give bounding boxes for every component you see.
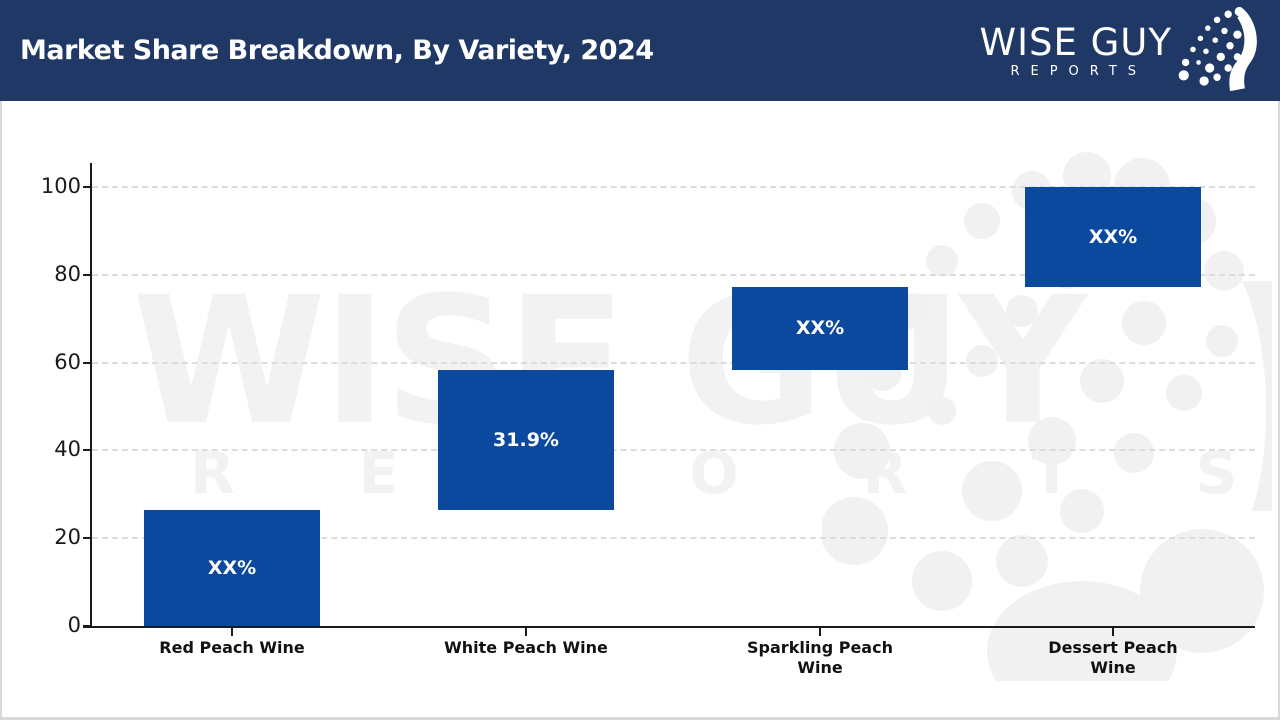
logo-brand-text: WISE GUY bbox=[979, 20, 1172, 64]
page-title: Market Share Breakdown, By Variety, 2024 bbox=[20, 35, 654, 66]
bar-value-label-3: XX% bbox=[1088, 225, 1138, 248]
y-tick-mark-20 bbox=[83, 537, 91, 540]
x-tick-mark-2 bbox=[819, 628, 821, 636]
header-bar: Market Share Breakdown, By Variety, 2024… bbox=[0, 0, 1280, 101]
y-tick-label-40: 40 bbox=[54, 437, 81, 462]
y-tick-mark-40 bbox=[83, 449, 91, 452]
y-tick-mark-100 bbox=[83, 186, 91, 188]
wise-guy-reports-logo: WISE GUY REPORTS bbox=[980, 5, 1260, 97]
gridline-100 bbox=[92, 186, 1255, 188]
gridline-20 bbox=[92, 537, 1255, 540]
y-tick-label-80: 80 bbox=[54, 261, 81, 286]
x-tick-mark-3 bbox=[1112, 628, 1114, 636]
face-profile-icon bbox=[1176, 5, 1260, 97]
y-tick-mark-60 bbox=[83, 361, 91, 364]
chart-canvas: WISE GUY R E P O R T S 0 20 40 6 bbox=[2, 101, 1278, 717]
category-label-1: White Peach Wine bbox=[444, 638, 608, 657]
y-tick-label-0: 0 bbox=[67, 613, 81, 637]
x-axis-line bbox=[83, 626, 1255, 628]
bar-2: XX% bbox=[732, 286, 908, 371]
category-label-2: Sparkling Peach Wine bbox=[747, 638, 893, 677]
bar-0: XX% bbox=[144, 510, 320, 626]
logo-text: WISE GUY REPORTS bbox=[980, 24, 1172, 78]
gridline-40 bbox=[92, 449, 1255, 452]
logo-sub-text: REPORTS bbox=[1010, 63, 1148, 79]
x-tick-mark-0 bbox=[231, 628, 233, 636]
bar-1: 31.9% bbox=[438, 370, 614, 511]
y-tick-label-100: 100 bbox=[40, 174, 81, 198]
category-label-0: Red Peach Wine bbox=[159, 638, 305, 657]
bar-value-label-2: XX% bbox=[795, 317, 845, 340]
bar-3: XX% bbox=[1025, 187, 1201, 287]
gridline-60 bbox=[92, 361, 1255, 364]
category-label-3: Dessert Peach Wine bbox=[1048, 638, 1178, 677]
bar-value-label-0: XX% bbox=[207, 557, 257, 580]
x-tick-mark-1 bbox=[525, 628, 527, 636]
y-axis-line bbox=[90, 163, 92, 628]
y-tick-label-20: 20 bbox=[54, 525, 81, 550]
bar-value-label-1: 31.9% bbox=[493, 429, 559, 452]
y-tick-mark-80 bbox=[83, 273, 91, 276]
y-tick-label-60: 60 bbox=[54, 349, 81, 374]
gridline-80 bbox=[92, 273, 1255, 276]
